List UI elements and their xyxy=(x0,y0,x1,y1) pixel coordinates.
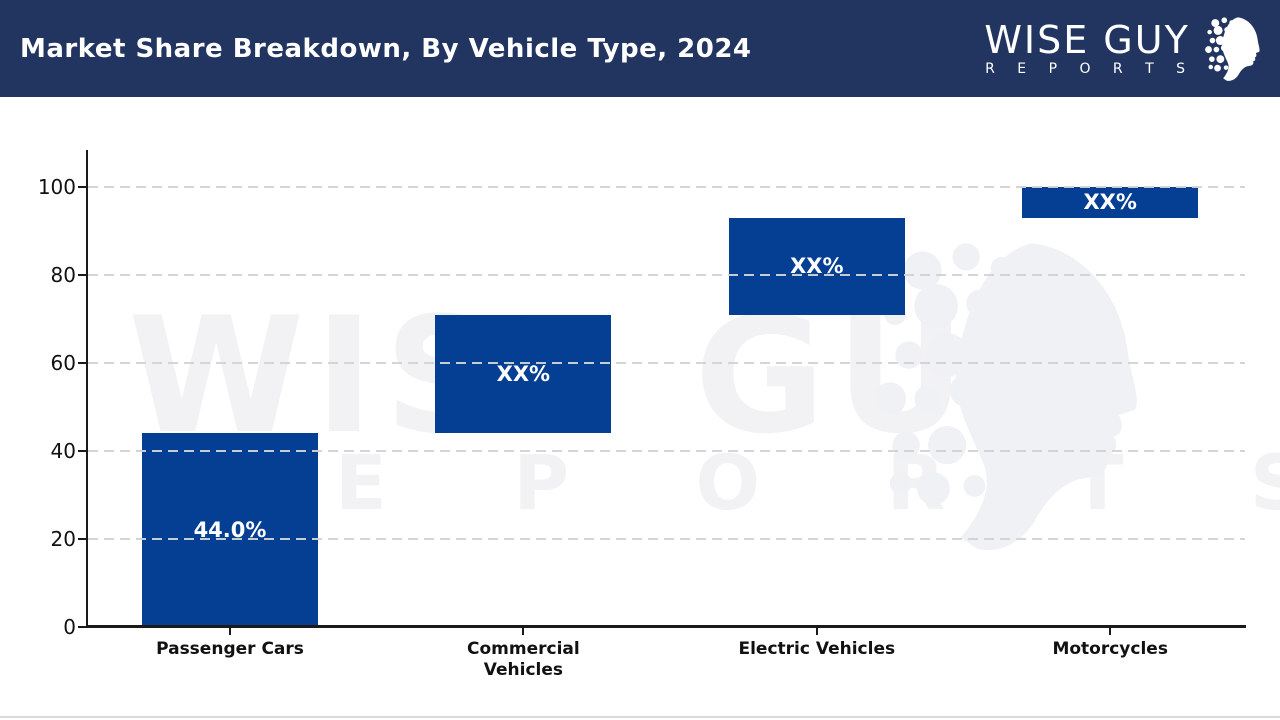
y-axis-tick-label: 60 xyxy=(50,351,76,375)
bar-motorcycles xyxy=(1022,187,1199,218)
x-axis-tick-mark xyxy=(1109,628,1112,635)
y-axis-tick-mark xyxy=(78,186,87,188)
y-axis-line xyxy=(86,150,88,627)
gridline-80 xyxy=(88,274,1245,276)
x-axis-tick-mark xyxy=(229,628,231,635)
x-axis-category-label-electric-vehicles: Electric Vehicles xyxy=(738,639,896,659)
bar-value-label-motorcycles: XX% xyxy=(1083,190,1137,215)
logo-wordmark: WISE GUY xyxy=(984,18,1190,62)
y-axis-tick-label: 100 xyxy=(37,175,76,199)
y-axis-tick-mark xyxy=(78,362,87,364)
header-bar: Market Share Breakdown, By Vehicle Type,… xyxy=(0,0,1280,97)
footer-divider xyxy=(0,716,1280,718)
y-axis-tick-label: 0 xyxy=(63,615,76,639)
y-axis-tick-label: 80 xyxy=(50,263,76,287)
bar-value-label-electric-vehicles: XX% xyxy=(790,254,844,279)
x-axis-line xyxy=(86,625,1246,628)
bar-value-label-commercial-vehicles: XX% xyxy=(496,362,551,386)
bar-value-label-passenger-cars: 44.0% xyxy=(193,518,267,543)
gridline-40 xyxy=(88,450,1245,452)
x-axis-category-label-motorcycles: Motorcycles xyxy=(1052,639,1168,659)
x-axis-tick-mark xyxy=(815,628,818,635)
y-axis-tick-mark xyxy=(78,538,87,540)
y-axis-tick-label: 40 xyxy=(50,439,76,463)
logo-subtext: R E P O R T S xyxy=(985,61,1194,77)
x-axis-category-label-commercial-vehicles: Commercial Vehicles xyxy=(467,639,580,680)
wise-guy-logo: WISE GUY R E P O R T S xyxy=(980,12,1280,86)
y-axis-tick-mark xyxy=(78,450,87,452)
logo-face-icon xyxy=(1204,12,1266,86)
y-axis-tick-mark xyxy=(78,274,87,276)
gridline-100 xyxy=(88,186,1245,188)
logo-text: WISE GUY R E P O R T S xyxy=(980,21,1194,76)
y-axis-tick-mark xyxy=(78,626,87,628)
bar-electric-vehicles xyxy=(728,217,905,315)
page-title: Market Share Breakdown, By Vehicle Type,… xyxy=(20,33,752,64)
plot-area: 0 20 40 60 80 100 44.0% Passenger Cars XX% Commer… xyxy=(0,97,1280,720)
gridline-60 xyxy=(88,362,1245,364)
x-axis-tick-mark xyxy=(522,628,525,635)
y-axis-tick-label: 20 xyxy=(50,527,76,551)
bar-commercial-vehicles xyxy=(435,314,612,434)
gridline-20 xyxy=(88,538,1245,540)
x-axis-category-label-passenger-cars: Passenger Cars xyxy=(156,639,304,659)
bar-passenger-cars xyxy=(142,433,318,627)
